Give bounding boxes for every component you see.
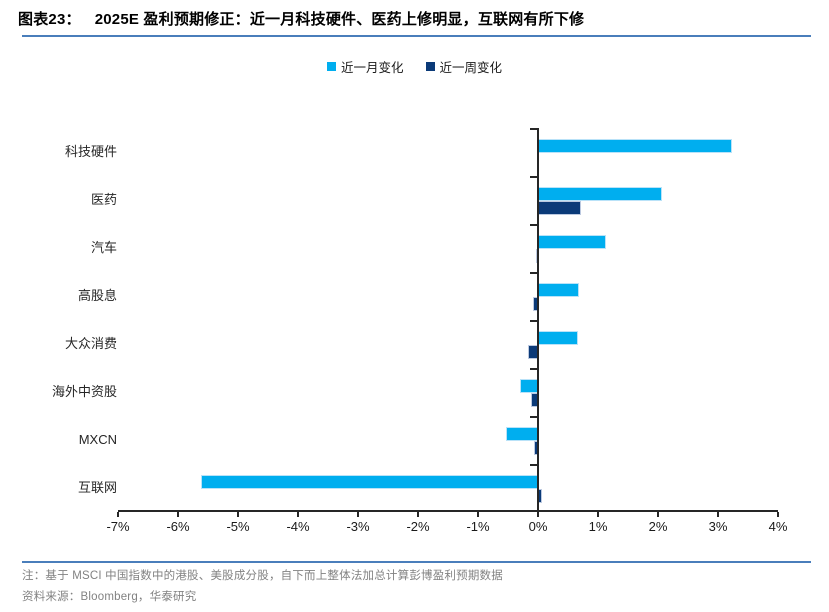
x-tick <box>117 512 119 517</box>
x-tick <box>777 512 779 517</box>
legend-item: 近一周变化 <box>425 57 503 76</box>
x-tick-label: -7% <box>106 519 130 534</box>
y-tick <box>530 464 537 466</box>
x-axis <box>118 510 778 512</box>
bar-month <box>538 331 579 345</box>
y-tick <box>530 176 537 178</box>
bar-month <box>538 187 662 201</box>
category-label: 科技硬件 <box>64 144 117 159</box>
category-label: 医药 <box>90 192 117 207</box>
y-tick <box>530 416 537 418</box>
y-tick <box>530 320 537 322</box>
x-tick-label: 1% <box>588 519 608 534</box>
bar-month <box>538 139 733 153</box>
x-tick <box>297 512 299 517</box>
bar-month <box>520 379 538 393</box>
title-divider <box>22 35 811 37</box>
x-tick-label: 3% <box>708 519 728 534</box>
x-tick <box>237 512 239 517</box>
figure-number: 图表23： <box>18 11 81 28</box>
x-tick-label: 2% <box>648 519 668 534</box>
page-title: 图表23： 2025E 盈利预期修正：近一月科技硬件、医药上修明显，互联网有所下修 <box>18 8 584 29</box>
legend-label: 近一月变化 <box>340 61 404 75</box>
chart-legend: 近一月变化 近一周变化 <box>0 57 829 76</box>
bar-month <box>201 475 538 489</box>
category-label: 互联网 <box>77 480 117 495</box>
legend-swatch <box>425 62 435 71</box>
bar-month <box>538 235 606 249</box>
legend-item: 近一月变化 <box>326 57 404 76</box>
x-tick-label: -1% <box>466 519 490 534</box>
figure-title-text: 2025E 盈利预期修正：近一月科技硬件、医药上修明显，互联网有所下修 <box>94 11 585 28</box>
x-tick <box>477 512 479 517</box>
footer-divider <box>22 561 811 563</box>
y-tick <box>530 128 537 130</box>
bar-month <box>538 283 579 297</box>
x-tick <box>417 512 419 517</box>
chart-note: 注：基于 MSCI 中国指数中的港股、美股成分股，自下而上整体法加总计算彭博盈利… <box>22 570 503 582</box>
y-tick <box>530 368 537 370</box>
category-label: 高股息 <box>77 288 117 303</box>
category-label: 海外中资股 <box>51 384 117 399</box>
category-label: MXCN <box>78 432 117 447</box>
chart-source: 资料来源：Bloomberg，华泰研究 <box>22 591 197 603</box>
bar-month <box>506 427 538 441</box>
legend-label: 近一周变化 <box>439 61 503 75</box>
category-label: 大众消费 <box>64 336 117 351</box>
x-tick-label: 0% <box>528 519 548 534</box>
legend-swatch <box>326 62 336 71</box>
x-tick-label: 4% <box>768 519 788 534</box>
x-tick <box>657 512 659 517</box>
category-label: 汽车 <box>90 240 117 255</box>
x-tick-label: -5% <box>226 519 250 534</box>
x-tick-label: -6% <box>166 519 190 534</box>
x-tick <box>537 512 539 517</box>
x-tick-label: -4% <box>286 519 310 534</box>
x-tick <box>717 512 719 517</box>
y-tick <box>530 224 537 226</box>
y-axis <box>537 128 539 512</box>
x-tick-label: -3% <box>346 519 370 534</box>
x-tick <box>177 512 179 517</box>
x-tick <box>357 512 359 517</box>
x-tick <box>597 512 599 517</box>
x-tick-label: -2% <box>406 519 430 534</box>
y-tick <box>530 272 537 274</box>
bar-week <box>538 201 581 215</box>
